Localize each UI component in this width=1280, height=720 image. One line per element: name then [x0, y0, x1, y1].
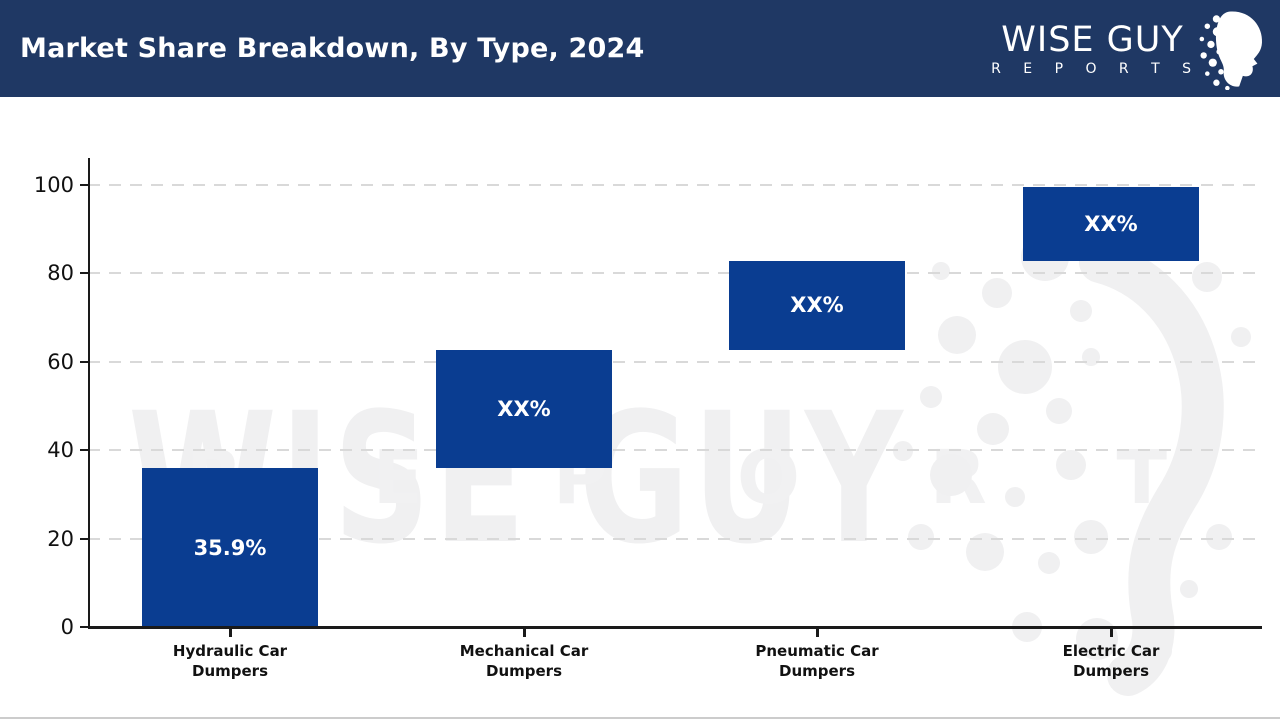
header-bar: Market Share Breakdown, By Type, 2024 WI… [0, 0, 1280, 97]
category-label-line2: Dumpers [192, 662, 268, 680]
x-axis-tick [1110, 628, 1113, 637]
category-label: Pneumatic Car Dumpers [677, 641, 957, 681]
gridline [88, 537, 1262, 540]
bar: XX% [1023, 186, 1199, 261]
x-axis-tick [229, 628, 232, 637]
bar: XX% [729, 260, 905, 350]
gridline [88, 360, 1262, 363]
brand-name: WISE GUY [1001, 19, 1184, 60]
bar-value-label: XX% [497, 397, 551, 422]
y-axis-tick-label: 20 [47, 526, 74, 551]
category-label-line2: Dumpers [1073, 662, 1149, 680]
y-axis-tick [80, 537, 88, 540]
category-label-line1: Pneumatic Car [755, 642, 879, 660]
bar-value-label: XX% [1084, 211, 1138, 236]
bar: 35.9% [142, 468, 318, 627]
y-axis-tick [80, 360, 88, 363]
y-axis-tick-label: 60 [47, 349, 74, 374]
brand-logo: WISE GUY R E P O R T S [985, 8, 1268, 90]
y-axis-tick-label: 100 [33, 173, 74, 197]
gridline [88, 272, 1262, 275]
y-axis-tick [80, 272, 88, 275]
category-label-line2: Dumpers [779, 662, 855, 680]
category-label-line1: Electric Car [1062, 642, 1160, 660]
x-axis-tick [523, 628, 526, 637]
brand-head-icon [1199, 11, 1263, 90]
y-axis-tick [80, 184, 88, 186]
gridline [88, 449, 1262, 452]
category-label-line1: Mechanical Car [459, 642, 589, 660]
watermark-head-icon [893, 233, 1251, 696]
bar-value-label: XX% [790, 293, 844, 318]
y-axis-tick-label: 40 [47, 438, 74, 463]
bar: XX% [436, 349, 612, 469]
y-axis-tick-label: 0 [60, 615, 74, 639]
category-label: Mechanical Car Dumpers [384, 641, 664, 681]
y-axis-tick [80, 449, 88, 452]
y-axis-line [88, 158, 90, 629]
bar-value-label: 35.9% [193, 535, 267, 560]
brand-subtitle: R E P O R T S [991, 60, 1200, 77]
brand-logo-text: WISE GUY R E P O R T S [985, 22, 1200, 77]
category-label: Hydraulic Car Dumpers [90, 641, 370, 681]
category-label-line2: Dumpers [486, 662, 562, 680]
x-axis-line [88, 626, 1262, 629]
y-axis-tick-label: 80 [47, 261, 74, 286]
page-title: Market Share Breakdown, By Type, 2024 [20, 33, 645, 64]
category-label: Electric Car Dumpers [971, 641, 1251, 681]
x-axis-tick [816, 628, 819, 637]
y-axis-tick [80, 626, 88, 628]
gridline [88, 184, 1262, 186]
category-label-line1: Hydraulic Car [172, 642, 288, 660]
bottom-border [0, 717, 1280, 719]
